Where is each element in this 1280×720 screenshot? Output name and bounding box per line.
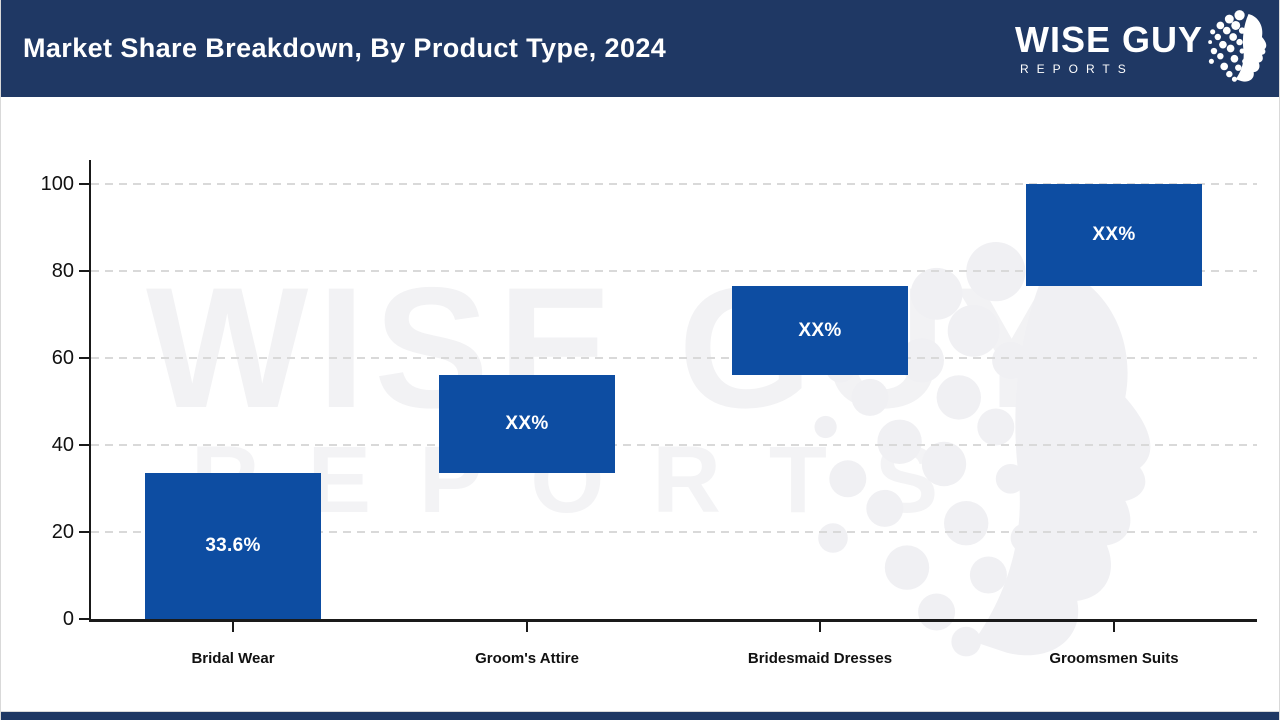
x-category-label: Groomsmen Suits — [1049, 650, 1179, 667]
x-category-label: Bridesmaid Dresses — [747, 650, 893, 667]
frame-bottom-line — [1, 711, 1279, 712]
bar: 33.6% — [145, 472, 321, 619]
bar: XX% — [439, 375, 615, 473]
brand-logo-line2: REPORTS — [1019, 61, 1134, 76]
brand-logo-line1: WISE GUY — [1014, 18, 1203, 60]
y-tick-mark — [79, 357, 89, 359]
logo-face-icon — [1208, 10, 1267, 82]
y-tick-mark — [79, 444, 89, 446]
x-category-label: Bridal Wear — [191, 650, 275, 667]
bar: XX% — [1026, 184, 1202, 287]
y-tick-mark — [79, 270, 89, 272]
y-tick-label: 60 — [51, 347, 74, 369]
gridline — [91, 444, 1257, 446]
plot-area: 0 20 40 60 80 100 33.6% Bridal Wear XX% Groom's A… — [41, 160, 1257, 667]
chart-area: WISE GUY REPORTS 0 20 40 60 80 100 33.6% Bridal… — [1, 97, 1279, 712]
gridline — [91, 531, 1257, 533]
x-tick-mark — [526, 622, 528, 632]
header: Market Share Breakdown, By Product Type,… — [1, 0, 1279, 97]
y-tick-label: 20 — [51, 521, 74, 543]
gridline — [91, 183, 1257, 185]
x-tick-mark — [232, 622, 234, 632]
x-tick-mark — [1113, 622, 1115, 632]
y-tick-label: 100 — [40, 173, 74, 195]
bar: XX% — [732, 286, 908, 376]
page-title: Market Share Breakdown, By Product Type,… — [23, 33, 667, 63]
bar-value-label: XX% — [798, 319, 842, 341]
bar-value-label: XX% — [505, 413, 549, 435]
gridline — [91, 270, 1257, 272]
x-tick-mark — [819, 622, 821, 632]
bar-value-label: 33.6% — [205, 534, 261, 556]
x-category-label: Groom's Attire — [475, 650, 579, 667]
bar-value-label: XX% — [1092, 224, 1136, 246]
y-tick-mark — [79, 183, 89, 185]
y-tick-label: 80 — [51, 260, 74, 282]
y-tick-mark — [79, 531, 89, 533]
y-tick-mark — [79, 618, 89, 620]
gridline — [91, 357, 1257, 359]
footer-bar — [1, 712, 1279, 720]
brand-logo: WISE GUY REPORTS — [1015, 10, 1269, 87]
brand-logo-text: WISE GUY REPORTS — [1014, 18, 1203, 76]
y-tick-label: 0 — [62, 608, 74, 630]
y-tick-label: 40 — [51, 434, 74, 456]
